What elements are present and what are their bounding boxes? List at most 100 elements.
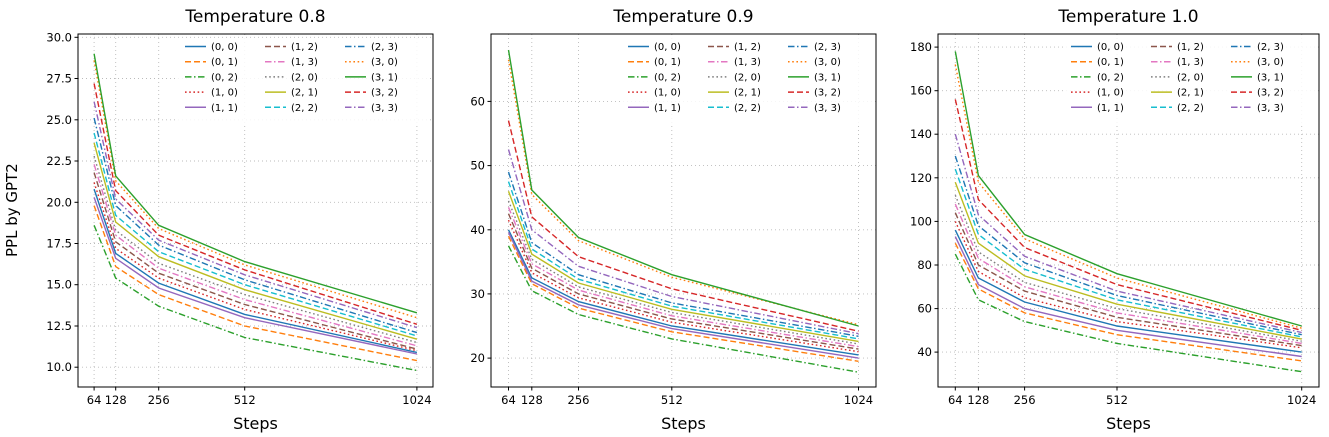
y-tick-label: 100	[910, 214, 932, 228]
y-tick-label: 160	[910, 84, 932, 98]
series-line-(2, 1)	[507, 190, 859, 343]
series-line-(1, 1)	[954, 236, 1302, 358]
legend-entry-label: (1, 2)	[734, 42, 761, 53]
series-line-(3, 1)	[507, 49, 859, 327]
series-line-(3, 3)	[93, 101, 418, 329]
series-line-(3, 3)	[507, 149, 859, 335]
legend-entry-label: (1, 2)	[291, 42, 318, 53]
series-line-(1, 3)	[93, 164, 418, 347]
y-tick-label: 80	[917, 258, 932, 272]
legend-entry-label: (1, 0)	[1097, 88, 1124, 99]
series-line-(3, 0)	[507, 59, 859, 326]
legend-entry-label: (3, 2)	[814, 88, 841, 99]
legend-entry-label: (1, 3)	[1177, 57, 1204, 68]
x-axis-label: Steps	[661, 414, 706, 433]
y-tick-label: 12.5	[46, 319, 72, 333]
series-line-(1, 3)	[507, 207, 859, 348]
x-axis-label: Steps	[233, 414, 278, 433]
x-tick-label: 1024	[1287, 393, 1316, 407]
series-line-(0, 2)	[954, 253, 1302, 373]
series-line-(0, 1)	[93, 205, 418, 362]
chart-title: Temperature 0.9	[613, 7, 754, 27]
legend-entry-label: (3, 1)	[371, 72, 398, 83]
y-tick-label: 140	[910, 127, 932, 141]
legend-entry-label: (3, 2)	[1257, 88, 1284, 99]
y-tick-label: 25.0	[46, 113, 72, 127]
plot-frame	[490, 33, 877, 388]
series-line-(2, 1)	[93, 142, 418, 340]
legend-entry-label: (1, 0)	[211, 88, 238, 99]
chart-title: Temperature 0.8	[185, 7, 326, 27]
series-line-(3, 2)	[507, 120, 859, 332]
legend-entry-label: (3, 0)	[1257, 57, 1284, 68]
legend-entry-label: (3, 3)	[814, 103, 841, 114]
legend-entry-label: (3, 2)	[371, 88, 398, 99]
legend-entry-label: (0, 2)	[211, 72, 238, 83]
x-tick-label: 64	[87, 393, 102, 407]
series-line-(3, 0)	[954, 64, 1302, 329]
x-tick-label: 64	[948, 393, 963, 407]
legend-entry-label: (2, 3)	[1257, 42, 1284, 53]
x-tick-label: 512	[234, 393, 256, 407]
legend-entry-label: (1, 1)	[654, 103, 681, 114]
y-tick-label: 20	[470, 351, 485, 365]
series-line-(2, 3)	[93, 117, 418, 334]
y-tick-label: 27.5	[46, 72, 72, 86]
series-line-(1, 2)	[93, 172, 418, 350]
legend-entry-label: (2, 1)	[291, 88, 318, 99]
x-tick-label: 1024	[844, 393, 873, 407]
y-tick-label: 17.5	[46, 237, 72, 251]
legend-entry-label: (1, 3)	[734, 57, 761, 68]
series-line-(3, 1)	[93, 53, 418, 314]
x-tick-label: 256	[568, 393, 590, 407]
x-tick-label: 1024	[402, 393, 431, 407]
y-tick-label: 20.0	[46, 195, 72, 209]
legend-entry-label: (0, 2)	[654, 72, 681, 83]
legend-entry-label: (1, 2)	[1177, 42, 1204, 53]
x-tick-label: 128	[105, 393, 127, 407]
chart-canvas: 64 128 256 512 1024 20 30 40 50 60 (0, 0) (0, 1) (0,…	[470, 33, 877, 407]
legend-entry-label: (3, 0)	[814, 57, 841, 68]
series-line-(0, 2)	[507, 245, 859, 373]
legend-entry-label: (2, 1)	[734, 88, 761, 99]
y-tick-label: 40	[470, 223, 485, 237]
series-line-(0, 1)	[507, 235, 859, 362]
y-tick-label: 15.0	[46, 278, 72, 292]
series-line-(3, 2)	[954, 99, 1302, 331]
legend-entry-label: (1, 0)	[654, 88, 681, 99]
series-line-(3, 1)	[954, 51, 1302, 327]
legend-entry-label: (1, 1)	[211, 103, 238, 114]
legend-entry-label: (0, 0)	[654, 42, 681, 53]
y-tick-label: 10.0	[46, 360, 72, 374]
chart-temperature-0-8: Temperature 0.8 PPL by GPT2 Steps 64 128 2…	[0, 0, 443, 437]
series-line-(3, 3)	[954, 134, 1302, 334]
legend-entry-label: (3, 3)	[1257, 103, 1284, 114]
series-line-(1, 2)	[507, 213, 859, 350]
chart-canvas: 64 128 256 512 1024 40 60 80 100 120 140 160 180 (0, …	[910, 33, 1320, 407]
legend-entry-label: (0, 2)	[1097, 72, 1124, 83]
legend-entry-label: (0, 1)	[1097, 57, 1124, 68]
legend-entry-label: (0, 1)	[654, 57, 681, 68]
legend-entry-label: (3, 1)	[814, 72, 841, 83]
legend-background	[1064, 38, 1316, 126]
legend-background	[178, 38, 430, 126]
x-tick-label: 256	[1014, 393, 1036, 407]
legend-entry-label: (2, 0)	[1177, 72, 1204, 83]
series-line-(0, 0)	[954, 229, 1302, 353]
chart-canvas: 64 128 256 512 1024 10.0 12.5 15.0 17.5 20.0 22.5 2…	[46, 30, 434, 407]
series-line-(1, 3)	[954, 203, 1302, 345]
series-line-(2, 3)	[954, 155, 1302, 336]
x-tick-label: 128	[967, 393, 989, 407]
legend-entry-label: (3, 0)	[371, 57, 398, 68]
y-tick-label: 30.0	[46, 30, 72, 44]
legend-background	[621, 38, 873, 126]
legend-entry-label: (2, 2)	[291, 103, 318, 114]
legend-entry-label: (0, 0)	[211, 42, 238, 53]
y-tick-label: 60	[917, 302, 932, 316]
y-tick-label: 60	[470, 94, 485, 108]
x-tick-label: 128	[521, 393, 543, 407]
series-line-(1, 0)	[507, 219, 859, 353]
legend-entry-label: (2, 1)	[1177, 88, 1204, 99]
series-line-(2, 2)	[93, 132, 418, 337]
series-line-(2, 3)	[507, 171, 859, 337]
